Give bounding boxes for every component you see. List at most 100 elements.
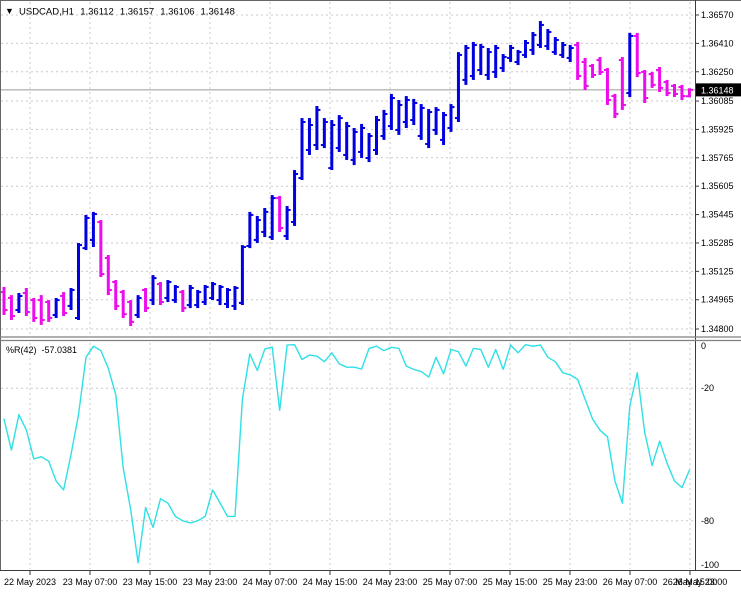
ohlc-bar bbox=[462, 44, 470, 85]
ohlc-bar bbox=[395, 99, 403, 135]
price-tick-label: 1.35765 bbox=[701, 153, 734, 163]
ohlc-bar bbox=[268, 195, 276, 240]
ohlc-bar bbox=[603, 68, 611, 105]
ohlc-bar bbox=[514, 49, 522, 66]
ohlc-bar bbox=[179, 289, 187, 312]
price-tick-label: 1.35925 bbox=[701, 124, 734, 134]
ohlc-bar bbox=[410, 98, 418, 125]
ohlc-bar bbox=[373, 115, 380, 155]
time-tick-label: 26 May 15:00 bbox=[663, 577, 718, 587]
ohlc-bar bbox=[663, 79, 671, 97]
ohlc-bar bbox=[119, 289, 127, 319]
ohlc-bar bbox=[656, 66, 664, 92]
ohlc-bar bbox=[454, 52, 462, 122]
symbol-dropdown-icon[interactable]: ▼ bbox=[5, 6, 14, 16]
ohlc-bar bbox=[417, 104, 425, 140]
ohlc-bar bbox=[678, 84, 686, 100]
price-tick-label: 1.36250 bbox=[701, 67, 734, 77]
ohlc-bar bbox=[82, 214, 90, 251]
ohlc-bar bbox=[253, 215, 261, 243]
ohlc-bar bbox=[164, 280, 172, 303]
ohlc-bar bbox=[328, 120, 336, 171]
time-tick-label: 25 May 23:00 bbox=[543, 577, 598, 587]
time-axis[interactable] bbox=[0, 571, 741, 600]
ohlc-bar bbox=[194, 289, 202, 309]
price-tick-label: 1.35285 bbox=[701, 238, 734, 248]
ohlc-bar bbox=[566, 44, 574, 63]
chart-title-symbol: USDCAD,H1 bbox=[19, 7, 74, 18]
panel-splitter[interactable] bbox=[0, 336, 741, 342]
price-tick-label: 1.34800 bbox=[701, 324, 734, 334]
ohlc-bar bbox=[581, 57, 589, 91]
ohlc-bar bbox=[60, 292, 68, 317]
wpr-line-group bbox=[3, 344, 691, 564]
current-price-badge-text: 1.36148 bbox=[701, 85, 734, 95]
ohlc-open: 1.36112 bbox=[80, 7, 114, 18]
wpr-indicator-value: -57.0381 bbox=[42, 345, 78, 355]
ohlc-bar bbox=[276, 195, 284, 232]
ohlc-bar bbox=[685, 88, 693, 98]
ohlc-bar bbox=[477, 43, 485, 75]
ohlc-bar bbox=[313, 106, 321, 151]
price-tick-label: 1.36410 bbox=[701, 38, 734, 48]
ohlc-bar bbox=[425, 109, 433, 149]
ohlc-bar bbox=[402, 96, 410, 129]
ohlc-bar bbox=[15, 292, 23, 314]
ohlc-bar bbox=[648, 71, 656, 88]
ohlc-bar bbox=[626, 32, 634, 97]
time-tick-label: 23 May 15:00 bbox=[123, 577, 178, 587]
ohlc-bar bbox=[380, 109, 388, 140]
ohlc-bar bbox=[52, 297, 60, 319]
ohlc-bar bbox=[574, 41, 582, 80]
main-chart-area[interactable] bbox=[0, 0, 695, 336]
ohlc-bar bbox=[104, 255, 112, 296]
ohlc-bar bbox=[320, 118, 328, 149]
ohlc-bar bbox=[551, 36, 559, 55]
time-tick-label: 25 May 07:00 bbox=[423, 577, 478, 587]
ohlc-bar bbox=[365, 132, 373, 163]
price-tick-label: 1.35445 bbox=[701, 210, 734, 220]
time-tick-label: 23 May 23:00 bbox=[183, 577, 238, 587]
ohlc-bar bbox=[7, 295, 15, 320]
ohlc-bar bbox=[283, 206, 291, 240]
wpr-tick-label: 0 bbox=[701, 341, 706, 351]
indicator-panel-area[interactable] bbox=[0, 341, 695, 570]
ohlc-bar bbox=[559, 41, 567, 58]
time-tick-label: 24 May 07:00 bbox=[243, 577, 298, 587]
ohlc-bar bbox=[469, 41, 477, 80]
ohlc-bar bbox=[358, 123, 366, 158]
wpr-tick-label: -100 bbox=[701, 560, 719, 570]
ohlc-bar bbox=[536, 21, 544, 48]
ohlc-bar bbox=[112, 280, 120, 311]
ohlc-bar bbox=[201, 285, 209, 306]
ohlc-bar bbox=[335, 115, 343, 152]
ohlc-bar bbox=[596, 57, 604, 75]
ohlc-bar bbox=[134, 295, 142, 319]
time-tick-label: 26 May 07:00 bbox=[603, 577, 658, 587]
ohlc-bar bbox=[231, 286, 239, 311]
price-tick-label: 1.36570 bbox=[701, 10, 734, 20]
ohlc-bar bbox=[216, 285, 224, 306]
ohlc-bar bbox=[499, 54, 507, 72]
ohlc-bar bbox=[156, 281, 164, 306]
ohlc-bar bbox=[22, 288, 30, 317]
ohlc-bar bbox=[149, 275, 157, 306]
ohlc-bar bbox=[67, 288, 75, 311]
time-tick-label: 23 May 07:00 bbox=[63, 577, 118, 587]
time-tick-label: 24 May 15:00 bbox=[303, 577, 358, 587]
price-tick-label: 1.36085 bbox=[701, 96, 734, 106]
ohlc-bar bbox=[350, 128, 358, 166]
ohlc-bar bbox=[97, 220, 105, 278]
ohlc-bar bbox=[671, 84, 678, 97]
ohlc-bar bbox=[522, 40, 529, 58]
indicator-grid bbox=[1, 343, 695, 569]
ohlc-bar bbox=[45, 300, 53, 322]
wpr-tick-label: -20 bbox=[701, 383, 714, 393]
ohlc-bar bbox=[589, 63, 597, 78]
ohlc-bar bbox=[387, 93, 395, 130]
ohlc-bar bbox=[186, 285, 194, 309]
ohlc-bar bbox=[633, 32, 641, 78]
ohlc-bar bbox=[238, 245, 246, 306]
